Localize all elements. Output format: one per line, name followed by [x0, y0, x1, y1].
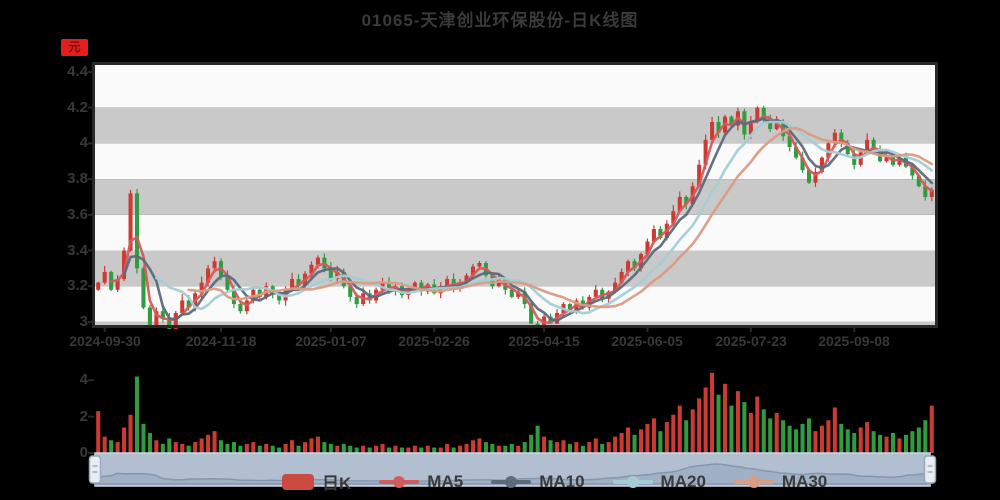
line-dot-icon — [379, 473, 420, 491]
navigator-handle-right[interactable] — [923, 455, 937, 484]
legend-label: MA10 — [539, 471, 585, 491]
chart-title: 01065-天津创业环保股份-日K线图 — [361, 11, 639, 30]
price-tick: 3.8 — [67, 170, 88, 187]
line-dot-icon — [491, 473, 532, 491]
line-dot-icon — [612, 473, 653, 491]
date-tick: 2024-11-18 — [185, 333, 257, 349]
legend: 日K MA5 MA10 MA20 MA30 — [282, 469, 827, 494]
price-tick: 4.4 — [67, 63, 88, 80]
line-dot-icon — [733, 473, 774, 491]
legend-label: MA20 — [660, 471, 706, 491]
date-tick: 2025-04-15 — [508, 333, 580, 349]
price-tick: 3.4 — [67, 242, 88, 259]
legend-label: 日K — [322, 474, 352, 493]
price-unit-badge: 元 — [61, 39, 88, 56]
volume-tick: 0 — [79, 444, 88, 461]
volume-tick: 4 — [79, 371, 88, 388]
legend-item-ma20[interactable]: MA20 — [612, 471, 706, 492]
date-tick: 2025-02-26 — [398, 333, 470, 349]
price-tick: 3.2 — [67, 277, 88, 294]
legend-item-ma10[interactable]: MA10 — [491, 471, 585, 492]
date-tick: 2025-01-07 — [295, 333, 367, 349]
candle-swatch-icon — [282, 473, 314, 490]
price-tick: 3 — [79, 313, 88, 330]
date-tick: 2024-09-30 — [69, 333, 141, 349]
legend-item-ma30[interactable]: MA30 — [733, 471, 828, 492]
price-tick: 4 — [79, 134, 88, 151]
legend-label: MA30 — [781, 471, 828, 491]
navigator-handle-left[interactable] — [88, 455, 102, 484]
date-tick: 2025-06-05 — [611, 333, 683, 349]
date-tick: 2025-09-08 — [818, 333, 890, 349]
legend-item-ma5[interactable]: MA5 — [379, 472, 463, 492]
legend-label: MA5 — [427, 471, 464, 491]
volume-tick: 2 — [79, 408, 88, 425]
legend-item-daily-k[interactable]: 日K — [282, 469, 351, 494]
date-tick: 2025-07-23 — [715, 333, 787, 349]
price-tick: 4.2 — [67, 99, 88, 116]
price-tick: 3.6 — [67, 206, 88, 223]
